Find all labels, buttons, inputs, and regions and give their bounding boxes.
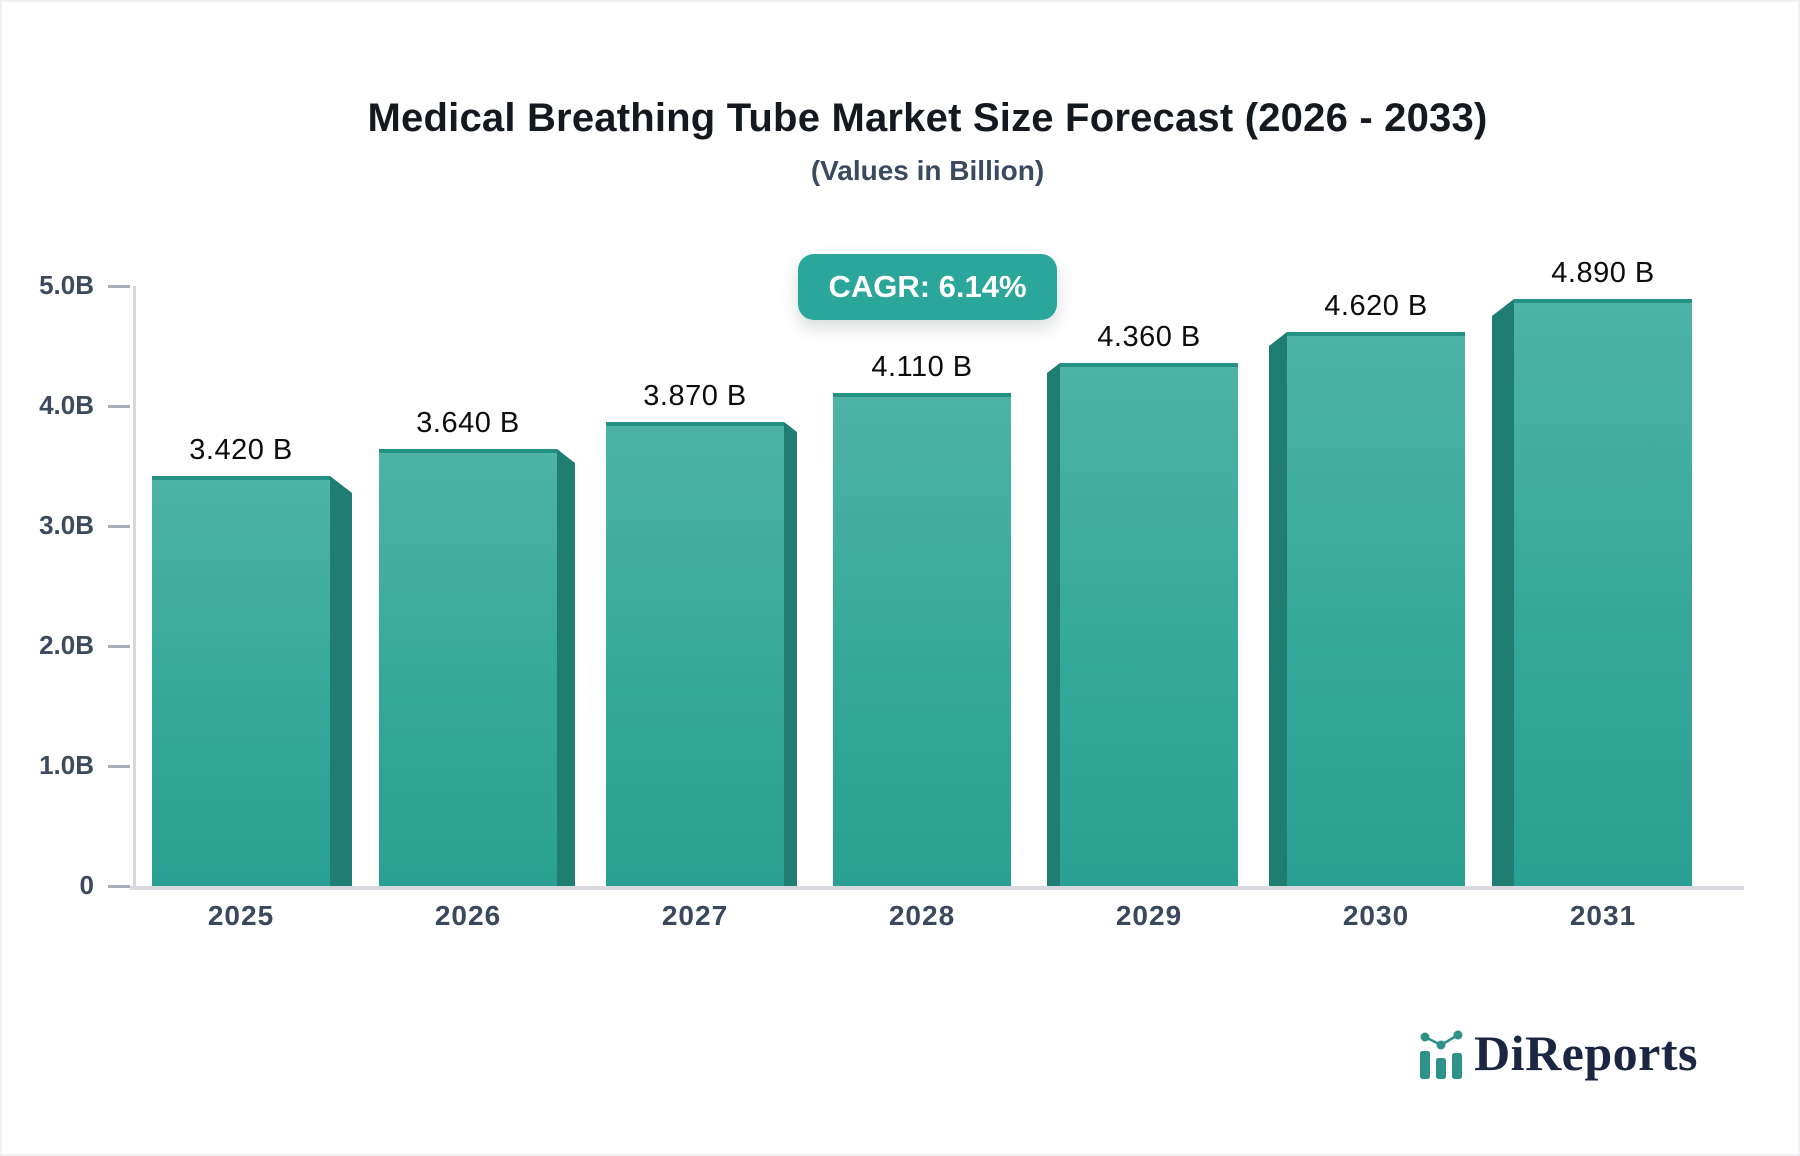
bar-3d-side [557,449,575,886]
bar-3d-side [330,476,352,886]
x-axis-label-2031: 2031 [1569,900,1637,931]
chart-title: Medical Breathing Tube Market Size Forec… [367,96,1488,140]
bar-value-label: 4.890 B [1551,257,1655,289]
bar-3d-side [1492,299,1514,886]
y-tick-label: 4.0B [39,390,94,420]
cagr-badge-row: CAGR: 6.14% [57,254,1798,320]
bar-2028 [833,393,1011,886]
y-tick-label: 3.0B [39,510,94,540]
bar-3d-side [1269,332,1287,886]
cagr-badge: CAGR: 6.14% [798,254,1057,320]
y-tick-label: 5.0B [39,270,94,300]
x-axis-label-2025: 2025 [207,900,275,931]
header: Medical Breathing Tube Market Size Forec… [57,96,1798,187]
logo-text: DiReports [1474,1025,1698,1081]
bar-value-label: 4.360 B [1097,321,1201,353]
y-tick-label: 0 [79,870,94,900]
bar-2025 [152,476,330,886]
bar-value-label: 3.640 B [416,407,520,439]
y-tick-mark [108,645,130,648]
bar-3d-side [784,422,797,886]
bar-3d-side [1047,363,1060,886]
bar-2029 [1060,363,1238,886]
y-tick-label: 1.0B [39,750,94,780]
y-tick-mark [108,885,130,888]
y-tick-mark [108,405,130,408]
x-axis-label-2026: 2026 [434,900,502,931]
x-axis-label-2027: 2027 [661,900,729,931]
direports-logo: DiReports [1418,1024,1698,1082]
x-axis-label-2029: 2029 [1115,900,1183,931]
bar-value-label: 4.620 B [1324,290,1428,322]
y-tick-mark [108,285,130,288]
bar-2030 [1287,332,1465,886]
y-tick-mark [108,765,130,768]
bar-2031 [1514,299,1692,886]
x-axis-label-2028: 2028 [888,900,956,931]
x-axis-baseline [130,886,1744,890]
bar-value-label: 3.420 B [189,434,293,466]
chart-subtitle: (Values in Billion) [810,155,1045,186]
bar-2027 [606,422,784,886]
bar-value-label: 3.870 B [643,380,747,412]
y-tick-mark [108,525,130,528]
bar-value-label: 4.110 B [871,351,973,383]
y-axis-line [133,286,136,886]
mini-bar-chart-logo-icon [1420,1030,1463,1079]
y-tick-label: 2.0B [39,630,94,660]
x-axis-label-2030: 2030 [1342,900,1410,931]
bar-2026 [379,449,557,886]
